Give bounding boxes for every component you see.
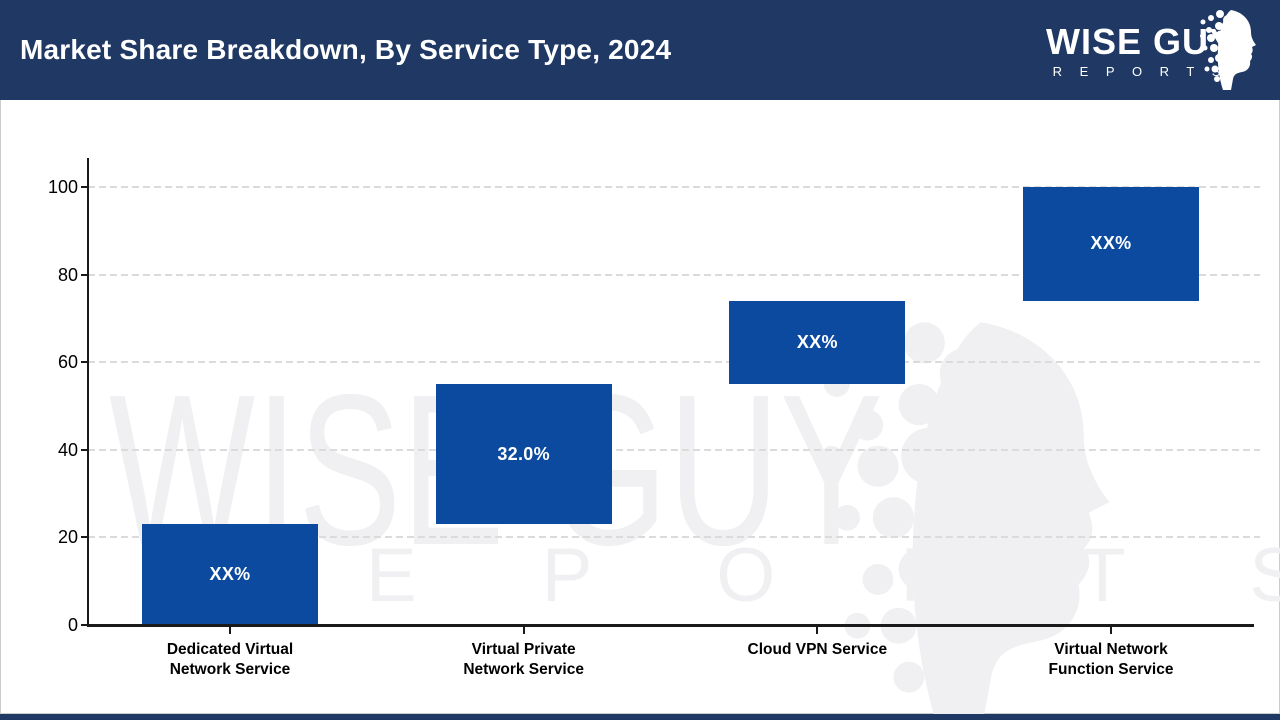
wiseguy-logo: WISE GUY R E P O R T S bbox=[1028, 8, 1268, 92]
category-label: Dedicated Virtual Network Service bbox=[166, 641, 294, 679]
y-axis-tick bbox=[81, 361, 88, 364]
y-axis-tick bbox=[81, 448, 88, 451]
gridline-60 bbox=[88, 361, 1260, 364]
gridline-100 bbox=[88, 186, 1260, 188]
bar-value-label: XX% bbox=[796, 331, 838, 352]
category-label: Virtual Network Function Service bbox=[1048, 641, 1174, 679]
bar-segment: 32.0% bbox=[435, 384, 612, 525]
y-axis-tick bbox=[81, 624, 88, 626]
category-label: Cloud VPN Service bbox=[747, 641, 888, 658]
x-axis-line bbox=[87, 624, 1254, 627]
logo-text: WISE GUY R E P O R T S bbox=[1046, 21, 1235, 80]
category-label: Virtual Private Network Service bbox=[463, 641, 584, 679]
bar-segment: XX% bbox=[1023, 187, 1199, 301]
x-axis-tick bbox=[1110, 626, 1112, 634]
y-axis-tick bbox=[81, 186, 88, 188]
logo-subtitle: R E P O R T S bbox=[1052, 64, 1228, 79]
bar-value-label: XX% bbox=[1090, 233, 1132, 254]
chart-title: Market Share Breakdown, By Service Type,… bbox=[20, 34, 672, 65]
watermark-subtitle: R E P O R T S bbox=[186, 533, 1280, 618]
y-axis-tick-label: 40 bbox=[57, 439, 78, 460]
x-axis-tick bbox=[816, 626, 819, 634]
y-axis-line bbox=[87, 158, 89, 627]
gridline-20 bbox=[88, 536, 1260, 539]
x-axis-tick bbox=[522, 626, 525, 634]
gridline-40 bbox=[88, 448, 1260, 451]
y-axis-tick-label: 0 bbox=[67, 615, 78, 635]
y-axis-tick bbox=[81, 536, 88, 539]
bar-segment: XX% bbox=[142, 524, 318, 625]
logo-face-icon bbox=[1200, 10, 1256, 90]
bar-value-label: 32.0% bbox=[497, 443, 550, 464]
bar-value-label: XX% bbox=[209, 564, 251, 585]
y-axis-tick-label: 20 bbox=[57, 527, 78, 548]
x-axis-tick bbox=[229, 626, 231, 634]
y-axis-tick-label: 60 bbox=[57, 352, 78, 373]
y-axis-tick-label: 100 bbox=[47, 177, 78, 197]
y-axis-tick-label: 80 bbox=[57, 264, 78, 285]
footer-stripe bbox=[0, 714, 1280, 720]
y-axis-tick bbox=[81, 273, 88, 276]
gridline-80 bbox=[88, 273, 1260, 276]
header: Market Share Breakdown, By Service Type,… bbox=[0, 0, 1280, 100]
logo-wordmark: WISE GUY bbox=[1046, 21, 1235, 62]
bar-segment: XX% bbox=[729, 300, 906, 385]
